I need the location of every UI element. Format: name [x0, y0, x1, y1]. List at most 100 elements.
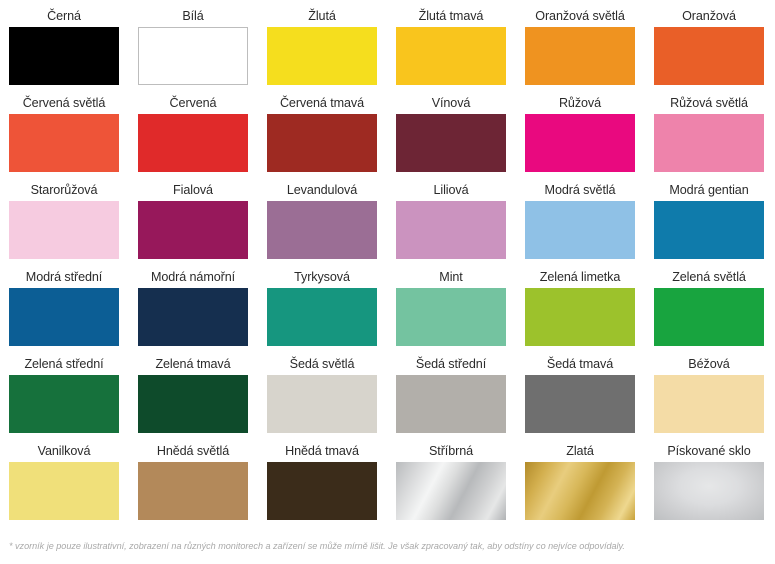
swatch-cell[interactable]: Modrá střední: [9, 267, 119, 348]
swatch-label: Zelená střední: [24, 357, 104, 371]
swatch-label: Zelená tmavá: [155, 357, 231, 371]
swatch-cell[interactable]: Tyrkysová: [267, 267, 377, 348]
swatch-color-chip[interactable]: [654, 27, 764, 85]
swatch-label: Béžová: [688, 357, 730, 371]
swatch-color-chip[interactable]: [396, 375, 506, 433]
swatch-color-chip[interactable]: [267, 27, 377, 85]
swatch-color-chip[interactable]: [138, 27, 248, 85]
swatch-color-chip[interactable]: [9, 27, 119, 85]
swatch-cell[interactable]: Hnědá světlá: [138, 441, 248, 522]
swatch-cell[interactable]: Oranžová: [654, 6, 764, 87]
swatch-color-chip[interactable]: [9, 375, 119, 433]
swatch-label: Tyrkysová: [294, 270, 350, 284]
swatch-color-chip[interactable]: [138, 114, 248, 172]
swatch-label: Levandulová: [286, 183, 358, 197]
swatch-cell[interactable]: Šedá světlá: [267, 354, 377, 435]
swatch-cell[interactable]: Stříbrná: [396, 441, 506, 522]
swatch-label: Modrá světlá: [544, 183, 616, 197]
swatch-label: Růžová: [558, 96, 602, 110]
swatch-cell[interactable]: Šedá tmavá: [525, 354, 635, 435]
swatch-label: Žlutá tmavá: [418, 9, 484, 23]
swatch-label: Modrá střední: [25, 270, 103, 284]
swatch-color-chip[interactable]: [654, 114, 764, 172]
swatch-color-chip[interactable]: [267, 201, 377, 259]
swatch-cell[interactable]: Hnědá tmavá: [267, 441, 377, 522]
swatch-cell[interactable]: Zlatá: [525, 441, 635, 522]
swatch-cell[interactable]: Starorůžová: [9, 180, 119, 261]
swatch-color-chip[interactable]: [9, 114, 119, 172]
swatch-color-chip[interactable]: [396, 201, 506, 259]
swatch-label: Modrá námořní: [150, 270, 236, 284]
swatch-label: Žlutá: [308, 9, 336, 23]
swatch-cell[interactable]: Žlutá: [267, 6, 377, 87]
swatch-cell[interactable]: Červená: [138, 93, 248, 174]
swatch-cell[interactable]: Modrá gentian: [654, 180, 764, 261]
swatch-color-chip[interactable]: [138, 288, 248, 346]
swatch-cell[interactable]: Vanilková: [9, 441, 119, 522]
swatch-cell[interactable]: Zelená střední: [9, 354, 119, 435]
swatch-color-chip[interactable]: [9, 201, 119, 259]
swatch-cell[interactable]: Liliová: [396, 180, 506, 261]
swatch-cell[interactable]: Zelená limetka: [525, 267, 635, 348]
swatch-cell[interactable]: Růžová: [525, 93, 635, 174]
swatch-color-chip[interactable]: [396, 27, 506, 85]
swatch-color-chip[interactable]: [138, 462, 248, 520]
swatch-color-chip[interactable]: [654, 375, 764, 433]
swatch-cell[interactable]: Vínová: [396, 93, 506, 174]
swatch-cell[interactable]: Béžová: [654, 354, 764, 435]
swatch-cell[interactable]: Zelená tmavá: [138, 354, 248, 435]
swatch-color-chip[interactable]: [654, 462, 764, 520]
swatch-label: Šedá střední: [415, 357, 487, 371]
swatch-color-chip[interactable]: [267, 375, 377, 433]
swatch-cell[interactable]: Pískované sklo: [654, 441, 764, 522]
swatch-label: Hnědá tmavá: [285, 444, 359, 458]
swatch-color-chip[interactable]: [396, 462, 506, 520]
swatch-color-chip[interactable]: [396, 288, 506, 346]
swatch-label: Oranžová: [682, 9, 736, 23]
swatch-cell[interactable]: Zelená světlá: [654, 267, 764, 348]
swatch-cell[interactable]: Fialová: [138, 180, 248, 261]
swatch-color-chip[interactable]: [525, 462, 635, 520]
swatch-label: Vínová: [431, 96, 471, 110]
swatch-label: Červená tmavá: [279, 96, 365, 110]
swatch-label: Šedá světlá: [289, 357, 355, 371]
swatch-color-chip[interactable]: [396, 114, 506, 172]
swatch-color-chip[interactable]: [9, 462, 119, 520]
swatch-color-chip[interactable]: [267, 114, 377, 172]
swatch-color-chip[interactable]: [654, 201, 764, 259]
swatch-cell[interactable]: Žlutá tmavá: [396, 6, 506, 87]
swatch-cell[interactable]: Černá: [9, 6, 119, 87]
swatch-color-chip[interactable]: [138, 201, 248, 259]
swatch-color-chip[interactable]: [525, 375, 635, 433]
swatch-cell[interactable]: Oranžová světlá: [525, 6, 635, 87]
swatch-label: Mint: [439, 270, 463, 284]
swatch-cell[interactable]: Modrá námořní: [138, 267, 248, 348]
swatch-label: Růžová světlá: [670, 96, 748, 110]
swatch-cell[interactable]: Levandulová: [267, 180, 377, 261]
swatch-color-chip[interactable]: [525, 114, 635, 172]
swatch-label: Šedá tmavá: [546, 357, 614, 371]
swatch-cell[interactable]: Šedá střední: [396, 354, 506, 435]
swatch-label: Oranžová světlá: [535, 9, 625, 23]
swatch-color-chip[interactable]: [267, 462, 377, 520]
swatch-label: Zlatá: [566, 444, 594, 458]
swatch-color-chip[interactable]: [525, 27, 635, 85]
swatch-cell[interactable]: Modrá světlá: [525, 180, 635, 261]
swatch-label: Červená světlá: [22, 96, 106, 110]
swatch-cell[interactable]: Mint: [396, 267, 506, 348]
footnote-disclaimer: * vzorník je pouze ilustrativní, zobraze…: [9, 541, 625, 551]
swatch-label: Zelená limetka: [539, 270, 621, 284]
swatch-cell[interactable]: Bílá: [138, 6, 248, 87]
swatch-cell[interactable]: Červená světlá: [9, 93, 119, 174]
swatch-color-chip[interactable]: [525, 288, 635, 346]
swatch-grid: Černá Bílá Žlutá Žlutá tmavá Oranžová světlá…: [9, 6, 766, 522]
swatch-color-chip[interactable]: [654, 288, 764, 346]
swatch-label: Černá: [47, 9, 81, 23]
swatch-color-chip[interactable]: [9, 288, 119, 346]
swatch-cell[interactable]: Červená tmavá: [267, 93, 377, 174]
swatch-color-chip[interactable]: [138, 375, 248, 433]
swatch-color-chip[interactable]: [525, 201, 635, 259]
swatch-cell[interactable]: Růžová světlá: [654, 93, 764, 174]
swatch-color-chip[interactable]: [267, 288, 377, 346]
